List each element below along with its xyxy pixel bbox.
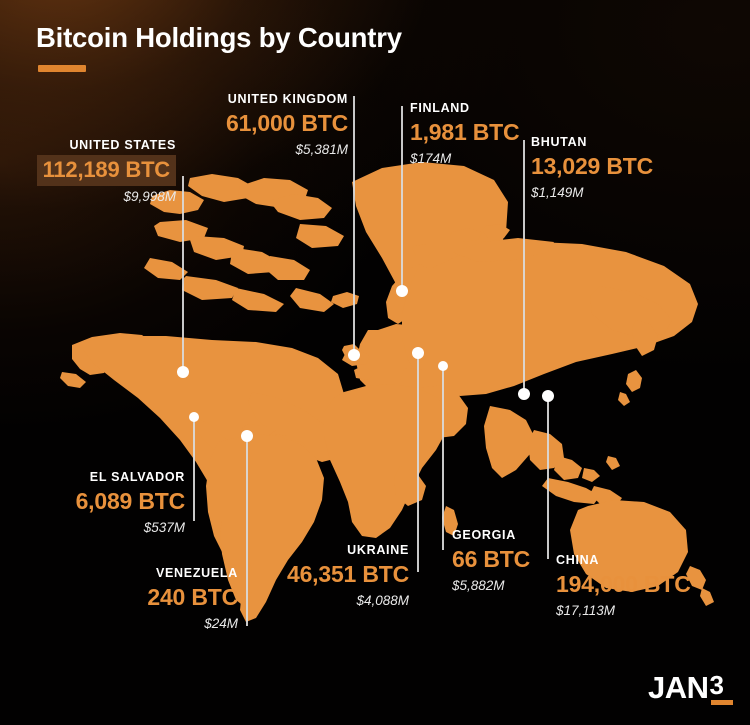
callout-btc-value: 6,089 BTC <box>75 487 186 514</box>
callout-btc-value: 1,981 BTC <box>410 118 520 145</box>
callout-united-kingdom[interactable]: UNITED KINGDOM 61,000 BTC $5,381M <box>150 92 348 158</box>
map-dot-china[interactable] <box>542 390 554 402</box>
callout-btc-value: 46,351 BTC <box>286 560 409 587</box>
callout-btc-value: 240 BTC <box>147 583 238 610</box>
callout-country-name: EL SALVADOR <box>89 470 185 484</box>
leader-line-venezuela <box>246 436 248 626</box>
callout-country-name: VENEZUELA <box>155 566 238 580</box>
callout-el-salvador[interactable]: EL SALVADOR 6,089 BTC $537M <box>0 470 186 536</box>
callout-country-name: UNITED KINGDOM <box>227 92 348 106</box>
callout-country-name: BHUTAN <box>531 135 588 149</box>
leader-line-china <box>547 397 549 559</box>
map-dot-united-states[interactable] <box>177 366 189 378</box>
callout-country-name: UKRAINE <box>347 543 409 557</box>
callout-usd-value: $174M <box>410 150 452 166</box>
leader-line-bhutan <box>523 140 525 394</box>
callout-usd-value: $24M <box>204 615 238 631</box>
page-title: Bitcoin Holdings by Country <box>36 22 402 53</box>
logo-superscript-wrap: 3 <box>709 670 733 705</box>
map-dot-venezuela[interactable] <box>241 430 253 442</box>
callout-venezuela[interactable]: VENEZUELA 240 BTC $24M <box>50 566 238 632</box>
callout-usd-value: $9,998M <box>123 189 176 205</box>
map-dot-el-salvador[interactable] <box>189 412 199 422</box>
callout-usd-value: $537M <box>143 519 185 535</box>
callout-usd-value: $5,381M <box>295 141 348 157</box>
map-dot-georgia[interactable] <box>438 361 448 371</box>
callout-usd-value: $5,882M <box>452 577 505 593</box>
map-dot-bhutan[interactable] <box>518 388 530 400</box>
leader-line-georgia <box>442 366 444 550</box>
callout-btc-value: 112,189 BTC <box>36 154 176 187</box>
callout-btc-value: 61,000 BTC <box>225 109 348 136</box>
callout-btc-wrap: 112,189 BTC <box>0 154 176 187</box>
leader-line-el-salvador <box>193 417 195 521</box>
leader-line-ukraine <box>417 354 419 572</box>
callout-btc-value: 194,000 BTC <box>556 570 691 597</box>
callout-usd-value: $4,088M <box>356 592 409 608</box>
callout-ukraine[interactable]: UKRAINE 46,351 BTC $4,088M <box>230 543 409 609</box>
title-accent-bar <box>38 65 86 72</box>
logo-superscript: 3 <box>709 670 724 700</box>
leader-line-united-states <box>182 176 184 372</box>
leader-line-finland <box>401 106 403 292</box>
callout-china[interactable]: CHINA 194,000 BTC $17,113M <box>556 553 746 619</box>
jan3-logo[interactable]: JAN 3 <box>648 670 733 705</box>
callout-country-name: FINLAND <box>410 101 470 115</box>
map-landmasses <box>60 162 714 622</box>
map-dot-finland[interactable] <box>396 285 408 297</box>
callout-btc-value: 66 BTC <box>452 545 531 572</box>
callout-country-name: CHINA <box>556 553 600 567</box>
callout-btc-value: 13,029 BTC <box>531 152 654 179</box>
logo-underline-bar <box>710 700 733 705</box>
callout-bhutan[interactable]: BHUTAN 13,029 BTC $1,149M <box>531 135 721 201</box>
map-dot-united-kingdom[interactable] <box>348 349 360 361</box>
callout-united-states[interactable]: UNITED STATES 112,189 BTC $9,998M <box>0 138 176 206</box>
map-dot-ukraine[interactable] <box>412 347 424 359</box>
callout-usd-value: $17,113M <box>556 602 616 618</box>
callout-georgia[interactable]: GEORGIA 66 BTC $5,882M <box>452 528 602 594</box>
leader-line-united-kingdom <box>353 96 355 354</box>
logo-wordmark: JAN <box>648 670 709 705</box>
callout-finland[interactable]: FINLAND 1,981 BTC $174M <box>410 101 570 167</box>
callout-usd-value: $1,149M <box>531 184 584 200</box>
callout-country-name: GEORGIA <box>452 528 516 542</box>
callout-country-name: UNITED STATES <box>69 138 176 152</box>
